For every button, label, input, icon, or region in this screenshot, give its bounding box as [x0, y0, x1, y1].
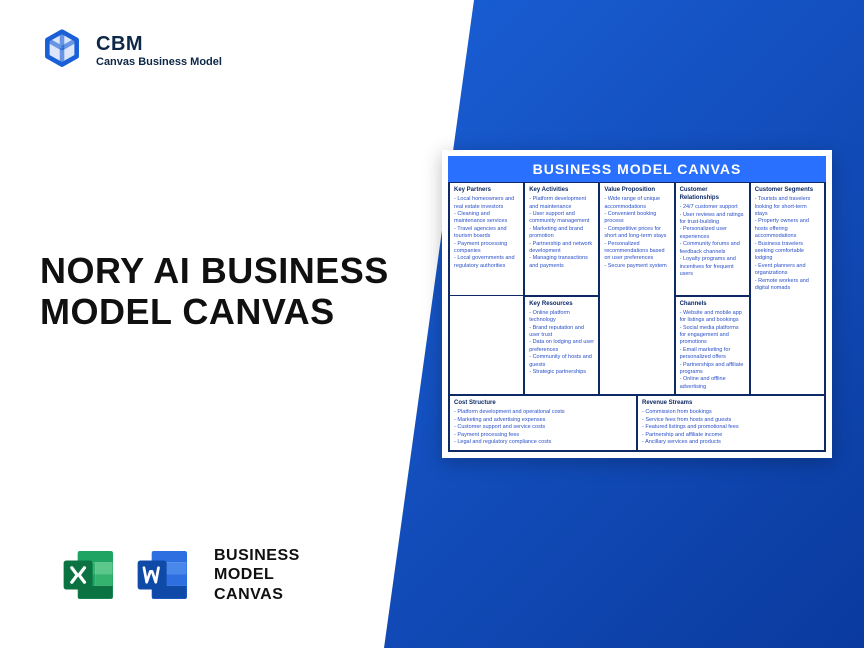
cell-cost-structure: Cost Structure Platform development and … [449, 395, 637, 450]
list-item: Website and mobile app for listings and … [680, 310, 745, 325]
list-item: Loyalty programs and incentives for freq… [680, 256, 745, 278]
excel-icon [60, 546, 118, 604]
brand-acronym: CBM [96, 33, 222, 56]
list-item: Online platform technology [529, 310, 594, 325]
cell-header: Value Proposition [604, 186, 669, 194]
cell-header: Customer Relationships [680, 186, 745, 202]
list-item: Secure payment system [604, 263, 669, 270]
list-item: Strategic partnerships [529, 369, 594, 376]
list-item: Payment processing companies [454, 241, 519, 256]
list-item: Event planners and organizations [755, 263, 820, 278]
list-item: User support and community management [529, 211, 594, 226]
list-item: Community forums and feedback channels [680, 241, 745, 256]
list-item: Payment processing fees [454, 432, 632, 439]
cell-customer-relationships: Customer Relationships 24/7 customer sup… [675, 182, 750, 296]
cell-value-proposition-ext [599, 296, 674, 396]
list-item: Personalized user experiences [680, 226, 745, 241]
list-item: Tourists and travelers looking for short… [755, 196, 820, 218]
list-item: Commission from bookings [642, 409, 820, 416]
footer-logos: BUSINESSMODELCANVAS [60, 546, 300, 604]
list-item: 24/7 customer support [680, 204, 745, 211]
word-icon [134, 546, 192, 604]
footer-label: BUSINESSMODELCANVAS [214, 546, 300, 604]
list-item: Property owners and hosts offering accom… [755, 218, 820, 240]
list-item: Platform development and maintenance [529, 196, 594, 211]
list-item: Platform development and operational cos… [454, 409, 632, 416]
list-item: Wide range of unique accommodations [604, 196, 669, 211]
cell-customer-segments-ext [750, 296, 825, 396]
list-item: Data on lodging and user preferences [529, 339, 594, 354]
list-item: Partnership and network development [529, 241, 594, 256]
list-item: Remote workers and digital nomads [755, 278, 820, 293]
cell-header: Key Resources [529, 300, 594, 308]
list-item: Managing transactions and payments [529, 255, 594, 270]
list-item: Business travelers seeking comfortable l… [755, 241, 820, 263]
canvas-card: BUSINESS MODEL CANVAS Key Partners Local… [442, 150, 832, 458]
cell-customer-segments: Customer Segments Tourists and travelers… [750, 182, 825, 296]
list-item: Convenient booking process [604, 211, 669, 226]
list-item: Cleaning and maintenance services [454, 211, 519, 226]
cell-key-partners-ext [449, 296, 524, 396]
cell-header: Revenue Streams [642, 399, 820, 407]
list-item: Email marketing for personalized offers [680, 347, 745, 362]
cell-header: Customer Segments [755, 186, 820, 194]
canvas-grid: Key Partners Local homeowners and real e… [448, 182, 826, 452]
cell-channels: Channels Website and mobile app for list… [675, 296, 750, 396]
list-item: Travel agencies and tourism boards [454, 226, 519, 241]
list-item: Online and offline advertising [680, 376, 745, 391]
cell-header: Channels [680, 300, 745, 308]
list-item: Customer support and service costs [454, 424, 632, 431]
page-title: NORY AI BUSINESS MODEL CANVAS [40, 250, 420, 333]
cell-key-resources: Key Resources Online platform technology… [524, 296, 599, 396]
cell-header: Key Partners [454, 186, 519, 194]
list-item: Local homeowners and real estate investo… [454, 196, 519, 211]
list-item: Partnership and affiliate income [642, 432, 820, 439]
list-item: Social media platforms for engagement an… [680, 325, 745, 347]
cell-revenue-streams: Revenue Streams Commission from bookings… [637, 395, 825, 450]
list-item: Service fees from hosts and guests [642, 417, 820, 424]
list-item: Brand reputation and user trust [529, 325, 594, 340]
cell-key-activities: Key Activities Platform development and … [524, 182, 599, 296]
cell-key-partners: Key Partners Local homeowners and real e… [449, 182, 524, 296]
list-item: User reviews and ratings for trust-build… [680, 212, 745, 227]
cell-header: Cost Structure [454, 399, 632, 407]
list-item: Competitive prices for short and long-te… [604, 226, 669, 241]
brand-mark-icon [40, 28, 84, 72]
cell-header: Key Activities [529, 186, 594, 194]
canvas-title: BUSINESS MODEL CANVAS [448, 156, 826, 182]
list-item: Ancillary services and products [642, 439, 820, 446]
brand-logo: CBM Canvas Business Model [40, 28, 222, 72]
list-item: Legal and regulatory compliance costs [454, 439, 632, 446]
list-item: Personalized recommendations based on us… [604, 241, 669, 263]
list-item: Featured listings and promotional fees [642, 424, 820, 431]
list-item: Partnerships and affiliate programs [680, 362, 745, 377]
list-item: Marketing and brand promotion [529, 226, 594, 241]
list-item: Community of hosts and guests [529, 354, 594, 369]
list-item: Local governments and regulatory authori… [454, 255, 519, 270]
brand-subtitle: Canvas Business Model [96, 56, 222, 68]
cell-value-proposition: Value Proposition Wide range of unique a… [599, 182, 674, 296]
list-item: Marketing and advertising expenses [454, 417, 632, 424]
